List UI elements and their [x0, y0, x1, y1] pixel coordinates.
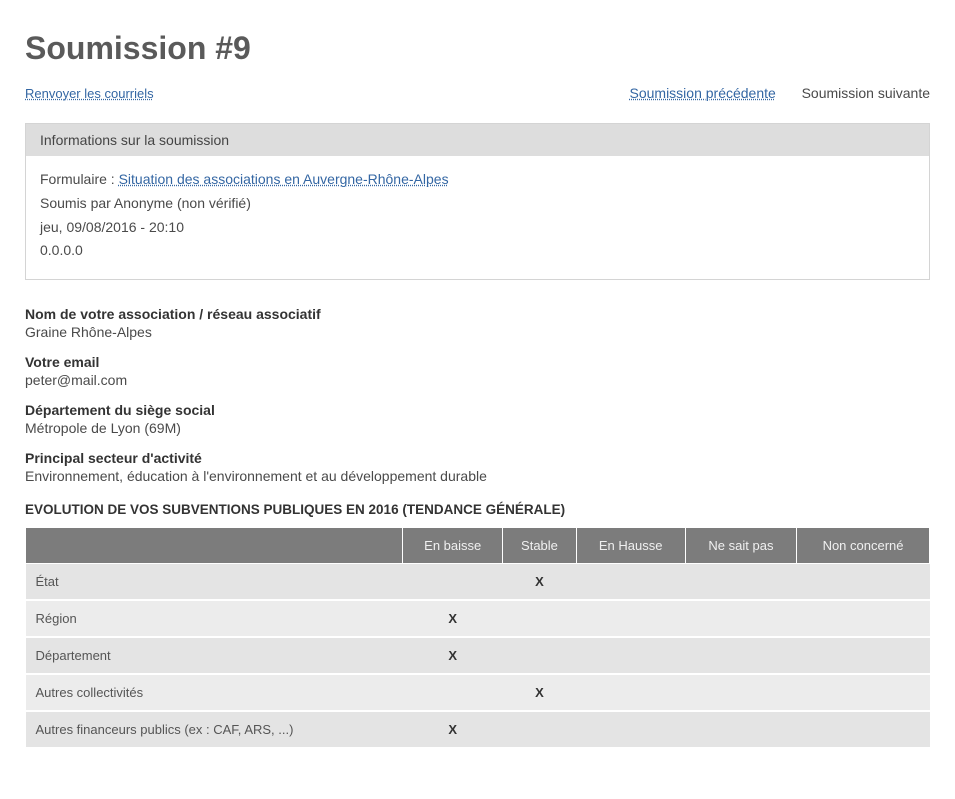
subvention-section-title: EVOLUTION DE VOS SUBVENTIONS PUBLIQUES E…	[25, 502, 930, 517]
table-cell-0-2	[576, 564, 685, 601]
table-header-blank	[26, 528, 403, 564]
subvention-table: En baisse Stable En Hausse Ne sait pas Non c…	[25, 527, 930, 749]
table-row-2: Département X	[26, 637, 930, 674]
submitted-by-line: Soumis par Anonyme (non vérifié)	[40, 192, 915, 216]
form-info-line: Formulaire : Situation des associations …	[40, 168, 915, 192]
field-label-3: Principal secteur d'activité	[25, 450, 930, 466]
table-cell-4-4	[797, 711, 930, 748]
table-row-1: Région X	[26, 600, 930, 637]
table-cell-2-0: X	[402, 637, 502, 674]
table-row-label-2: Département	[26, 637, 403, 674]
table-row-label-0: État	[26, 564, 403, 601]
table-cell-2-2	[576, 637, 685, 674]
table-cell-4-0: X	[402, 711, 502, 748]
field-label-1: Votre email	[25, 354, 930, 370]
table-header-1: Stable	[503, 528, 576, 564]
table-cell-3-3	[685, 674, 796, 711]
table-cell-2-1	[503, 637, 576, 674]
field-value-3: Environnement, éducation à l'environneme…	[25, 468, 930, 484]
field-value-1: peter@mail.com	[25, 372, 930, 388]
table-row-label-4: Autres financeurs publics (ex : CAF, ARS…	[26, 711, 403, 748]
table-row-label-3: Autres collectivités	[26, 674, 403, 711]
previous-submission-link[interactable]: Soumission précédente	[630, 85, 776, 101]
table-cell-2-4	[797, 637, 930, 674]
field-block-3: Principal secteur d'activité Environnemen…	[25, 450, 930, 484]
table-cell-0-1: X	[503, 564, 576, 601]
table-row-label-1: Région	[26, 600, 403, 637]
field-label-2: Département du siège social	[25, 402, 930, 418]
form-link[interactable]: Situation des associations en Auvergne-R…	[119, 171, 449, 187]
field-label-0: Nom de votre association / réseau associ…	[25, 306, 930, 322]
table-header-4: Non concerné	[797, 528, 930, 564]
field-value-0: Graine Rhône-Alpes	[25, 324, 930, 340]
table-cell-1-4	[797, 600, 930, 637]
table-cell-1-1	[503, 600, 576, 637]
info-box-header: Informations sur la soumission	[26, 124, 929, 156]
table-cell-1-2	[576, 600, 685, 637]
table-cell-1-0: X	[402, 600, 502, 637]
field-block-1: Votre email peter@mail.com	[25, 354, 930, 388]
submission-date-line: jeu, 09/08/2016 - 20:10	[40, 216, 915, 240]
fields-container: Nom de votre association / réseau associ…	[25, 306, 930, 484]
table-header-2: En Hausse	[576, 528, 685, 564]
field-block-0: Nom de votre association / réseau associ…	[25, 306, 930, 340]
table-cell-2-3	[685, 637, 796, 674]
table-cell-0-0	[402, 564, 502, 601]
table-cell-3-2	[576, 674, 685, 711]
table-row-3: Autres collectivités X	[26, 674, 930, 711]
field-value-2: Métropole de Lyon (69M)	[25, 420, 930, 436]
table-cell-0-3	[685, 564, 796, 601]
next-submission-link[interactable]: Soumission suivante	[802, 85, 930, 101]
table-row-4: Autres financeurs publics (ex : CAF, ARS…	[26, 711, 930, 748]
table-header-0: En baisse	[402, 528, 502, 564]
table-cell-4-1	[503, 711, 576, 748]
table-cell-3-0	[402, 674, 502, 711]
field-block-2: Département du siège social Métropole de …	[25, 402, 930, 436]
table-row-0: État X	[26, 564, 930, 601]
submission-ip-line: 0.0.0.0	[40, 239, 915, 263]
table-cell-3-1: X	[503, 674, 576, 711]
table-cell-0-4	[797, 564, 930, 601]
resend-emails-link[interactable]: Renvoyer les courriels	[25, 86, 154, 101]
table-cell-3-4	[797, 674, 930, 711]
page-title: Soumission #9	[25, 30, 930, 67]
submission-info-box: Informations sur la soumission Formulair…	[25, 123, 930, 280]
table-cell-4-2	[576, 711, 685, 748]
table-header-3: Ne sait pas	[685, 528, 796, 564]
table-cell-1-3	[685, 600, 796, 637]
table-cell-4-3	[685, 711, 796, 748]
